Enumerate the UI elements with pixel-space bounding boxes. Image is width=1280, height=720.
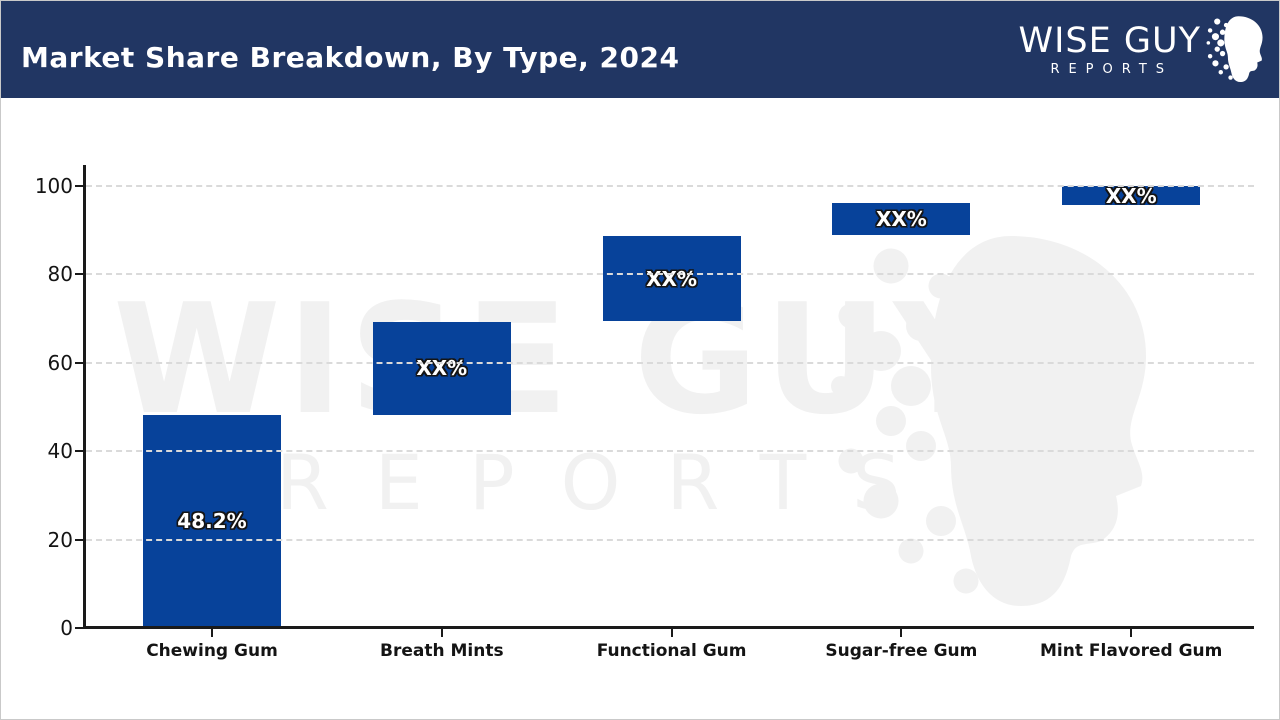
y-axis-line [83,165,86,629]
gridline-80 [86,273,1254,276]
x-axis-tick [670,629,673,637]
y-axis-tick [75,273,83,276]
gridline-20 [86,538,1254,541]
logo-text: WISE GUY REPORTS [1018,23,1201,77]
bar-sugar-free-gum: XX% [832,202,971,235]
y-axis-tick [75,538,83,541]
bar-functional-gum: XX% [602,235,741,322]
x-axis-category-label: Mint Flavored Gum [1040,641,1223,661]
x-axis-tick [900,629,903,637]
gridline-100 [86,185,1254,187]
y-axis-tick-label: 40 [47,439,73,464]
page-title: Market Share Breakdown, By Type, 2024 [21,41,680,74]
header-bar: Market Share Breakdown, By Type, 2024 WI… [1,1,1279,98]
bar-value-label: XX% [416,356,468,381]
watermark-face-icon [831,236,1146,606]
x-axis-category-label: Chewing Gum [146,641,278,661]
wiseguy-face-icon [1206,16,1263,82]
gridline-40 [86,450,1254,453]
bar-value-label: XX% [875,206,927,231]
y-axis-tick-label: 0 [60,616,73,640]
bar-value-label: XX% [1105,183,1157,208]
y-axis-tick-label: 100 [34,174,73,198]
y-axis-tick-label: 20 [47,527,73,552]
x-axis-tick [211,629,213,637]
x-axis-category-label: Functional Gum [596,641,747,661]
bar-value-label: 48.2% [177,509,247,534]
bar-chewing-gum: 48.2% [143,414,281,628]
bar-value-label: XX% [646,266,698,291]
x-axis-line [83,626,1254,629]
wiseguy-logo: WISE GUY REPORTS [1018,7,1267,93]
x-axis-category-label: Sugar-free Gum [825,641,978,661]
x-axis-tick [440,629,443,637]
y-axis-tick-label: 60 [47,350,73,375]
y-axis-tick [75,361,83,364]
y-axis-tick [75,185,83,187]
gridline-60 [86,361,1254,364]
logo-line2: REPORTS [1050,62,1174,77]
logo-line1: WISE GUY [1018,21,1201,61]
y-axis-tick-label: 80 [47,262,73,287]
y-axis-tick [75,450,83,453]
x-axis-tick [1130,629,1133,637]
watermark-line2: REPORTS [276,438,947,527]
bar-mint-flavored-gum: XX% [1062,183,1201,208]
x-axis-category-label: Breath Mints [380,641,504,661]
y-axis-tick [75,627,83,629]
bar-breath-mints: XX% [372,321,511,415]
